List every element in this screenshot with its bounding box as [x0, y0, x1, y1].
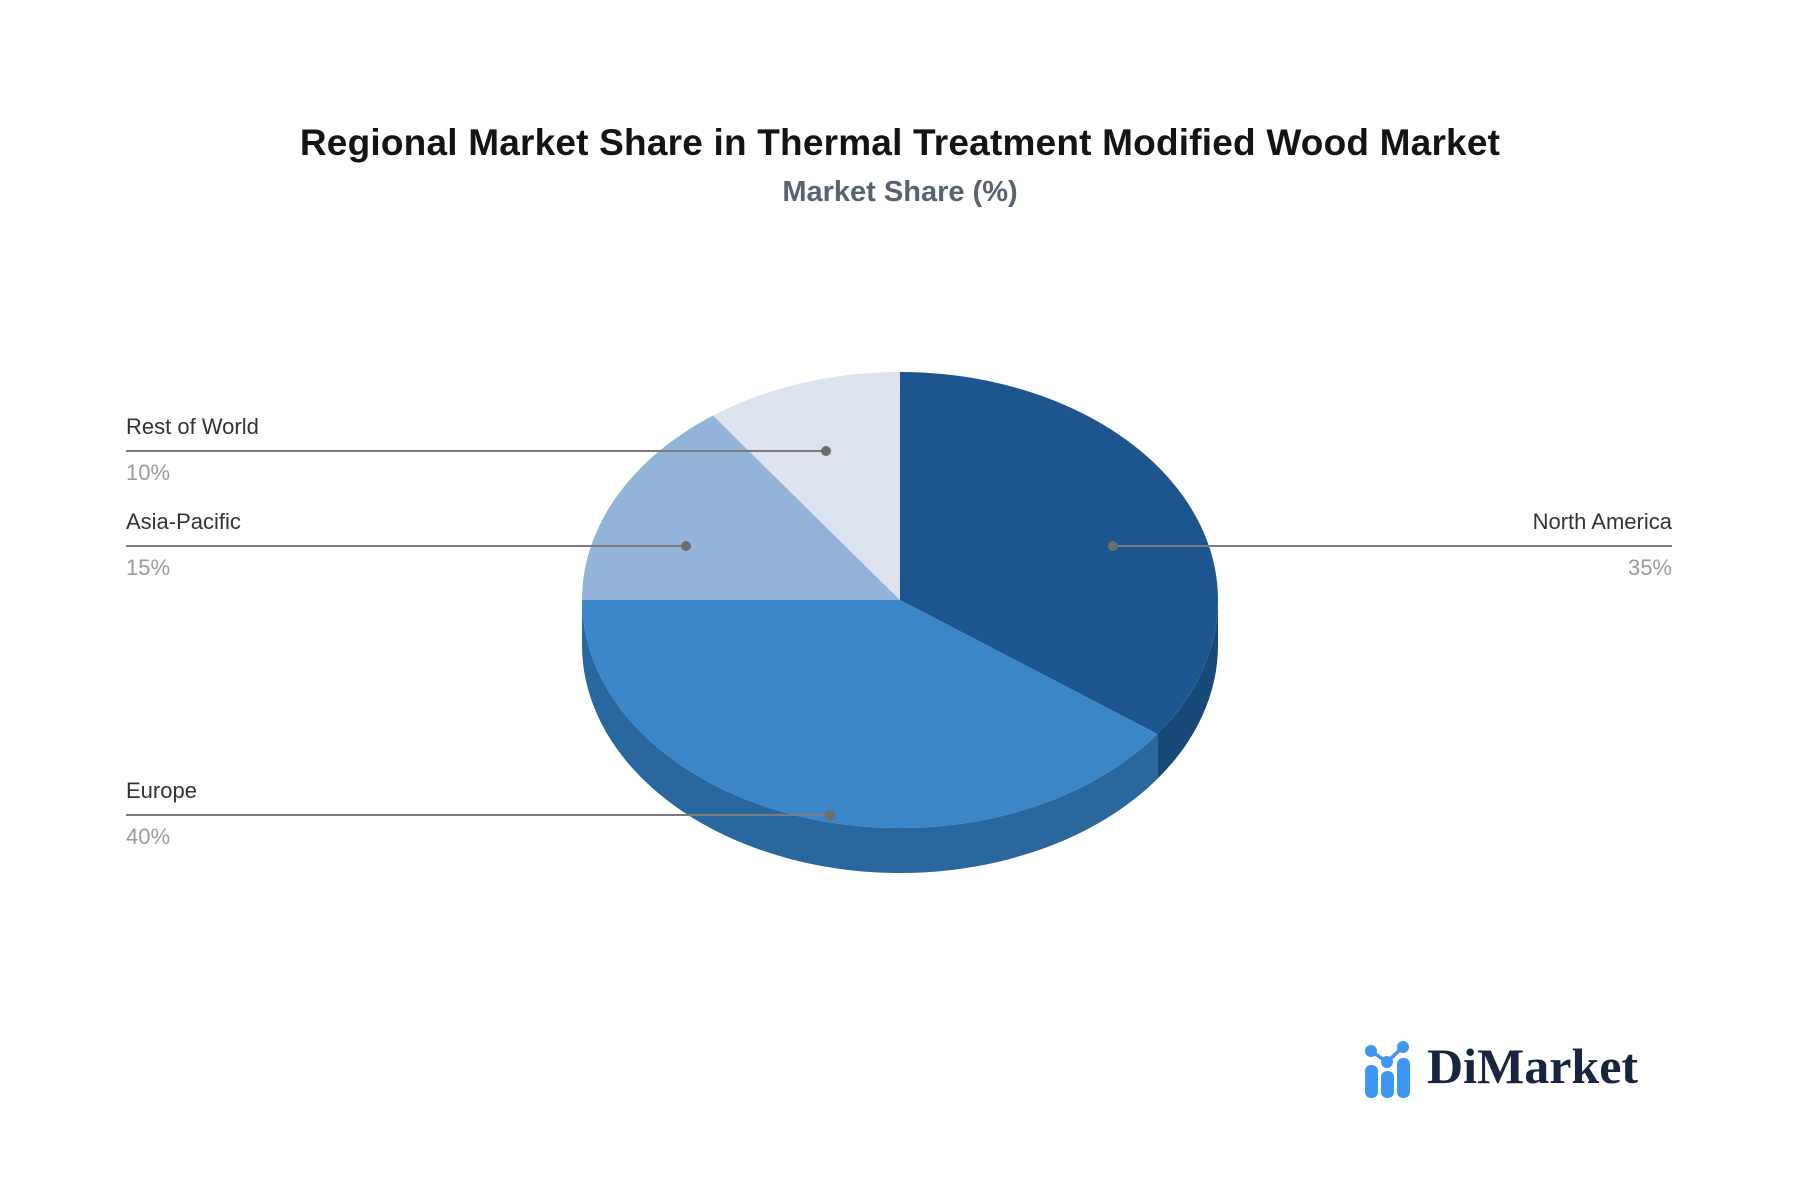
- pie-slice-europe[interactable]: [582, 600, 1158, 829]
- slice-value: 10%: [126, 460, 171, 485]
- leader-dot-north-america: [1108, 541, 1118, 551]
- brand-logo: DiMarket: [1363, 1038, 1638, 1100]
- callout-leader-lines: [126, 446, 1672, 820]
- leader-dot-asia-pacific: [681, 541, 691, 551]
- pie-slice-north-america[interactable]: [900, 372, 1219, 735]
- slice-value: 15%: [126, 555, 171, 580]
- callout-asia-pacific-value: 15%: [126, 553, 846, 583]
- callout-rest-of-world-value: 10%: [126, 458, 846, 488]
- chart-title: Regional Market Share in Thermal Treatme…: [299, 122, 1501, 163]
- slice-label: Europe: [126, 778, 197, 803]
- pie-slice-side-europe: [582, 600, 1158, 874]
- callout-rest-of-world: Rest of World: [126, 412, 846, 442]
- pie-3d-sides: [582, 600, 1218, 874]
- callout-asia-pacific: Asia-Pacific: [126, 507, 846, 537]
- callout-north-america: North America: [1172, 507, 1672, 537]
- callout-north-america-value: 35%: [1172, 553, 1672, 583]
- slice-label: Rest of World: [126, 414, 259, 439]
- chart-subtitle: Market Share (%): [782, 176, 1018, 208]
- slice-label: North America: [1532, 509, 1672, 534]
- callout-europe-value: 40%: [126, 822, 846, 852]
- leader-dot-rest-of-world: [821, 446, 831, 456]
- slice-value: 40%: [126, 824, 171, 849]
- slice-value: 35%: [1627, 555, 1672, 580]
- leader-dot-europe: [825, 810, 835, 820]
- bar-line-chart-icon: [1365, 1041, 1410, 1098]
- pie-slice-rest-of-world[interactable]: [713, 372, 900, 600]
- slice-label: Asia-Pacific: [126, 509, 241, 534]
- brand-logo-text: DiMarket: [1427, 1038, 1639, 1094]
- callout-europe: Europe: [126, 776, 846, 806]
- pie-slices: [582, 372, 1219, 829]
- pie-slice-side-north-america: [1157, 600, 1218, 780]
- pie-slice-asia-pacific[interactable]: [582, 415, 900, 600]
